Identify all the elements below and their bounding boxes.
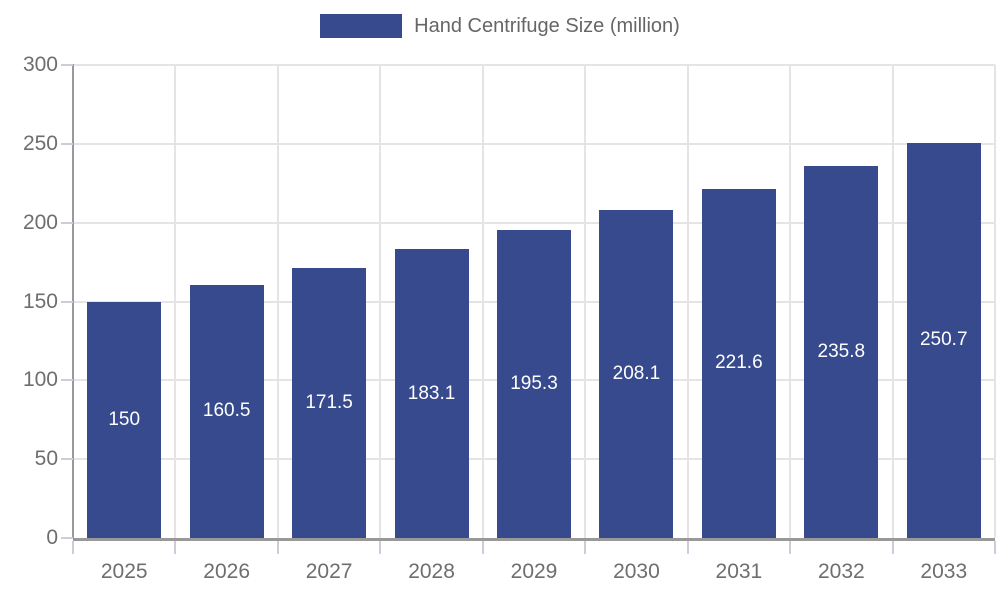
bar-value-label: 208.1 <box>612 362 661 384</box>
vertical-gridline <box>276 65 279 538</box>
legend-label: Hand Centrifuge Size (million) <box>414 14 680 37</box>
bar-value-label: 160.5 <box>202 400 251 422</box>
legend-swatch <box>320 14 403 38</box>
y-axis-tick <box>61 537 73 539</box>
y-axis-tick <box>61 300 73 303</box>
horizontal-gridline <box>73 64 995 66</box>
x-axis-tick-label: 2027 <box>305 560 353 583</box>
y-axis-tick-label: 0 <box>46 526 58 549</box>
vertical-gridline <box>891 65 894 538</box>
bar: 235.8 <box>804 166 879 538</box>
vertical-gridline <box>379 65 382 538</box>
bar: 195.3 <box>497 230 571 538</box>
x-axis-tick <box>481 541 484 554</box>
bar-value-label: 221.6 <box>715 352 763 374</box>
bar: 160.5 <box>189 284 264 538</box>
bar-value-label: 235.8 <box>817 341 866 363</box>
x-axis-tick <box>686 541 689 554</box>
x-axis-tick <box>174 541 177 554</box>
y-axis-tick-label: 100 <box>22 368 58 392</box>
y-axis-tick-label: 50 <box>34 447 58 471</box>
y-axis-tick <box>61 64 73 66</box>
y-axis-tick <box>61 221 73 224</box>
bar: 221.6 <box>701 188 776 538</box>
x-axis-tick <box>994 541 996 554</box>
bar-value-label: 195.3 <box>510 373 558 395</box>
y-axis-tick <box>61 142 73 145</box>
x-axis-tick-label: 2029 <box>510 560 558 583</box>
y-axis-tick-label: 300 <box>22 53 58 76</box>
y-axis-line <box>72 64 74 539</box>
bar-value-label: 150 <box>108 408 141 430</box>
x-axis-tick-label: 2028 <box>408 560 455 583</box>
bar-value-label: 171.5 <box>305 391 353 413</box>
x-axis-tick <box>891 541 894 554</box>
x-axis-tick-label: 2032 <box>817 560 865 583</box>
y-axis-tick-label: 200 <box>22 210 58 234</box>
bar: 183.1 <box>394 249 469 538</box>
x-axis-tick <box>276 541 279 554</box>
x-axis-tick <box>789 541 792 554</box>
x-axis-tick <box>379 541 382 554</box>
x-axis-tick-label: 2031 <box>715 560 763 583</box>
x-axis-tick <box>584 541 587 554</box>
y-axis-tick-label: 150 <box>22 289 58 313</box>
y-axis-tick <box>61 379 73 382</box>
vertical-gridline <box>789 65 792 538</box>
bar-value-label: 183.1 <box>407 382 456 404</box>
x-axis-tick-label: 2033 <box>920 560 968 583</box>
bar: 208.1 <box>599 209 674 538</box>
horizontal-gridline <box>73 221 995 224</box>
vertical-gridline <box>686 65 689 538</box>
vertical-gridline <box>481 65 484 538</box>
x-axis-tick-label: 2030 <box>613 560 660 583</box>
vertical-gridline <box>584 65 587 538</box>
vertical-gridline <box>174 65 177 538</box>
x-axis-tick-label: 2026 <box>203 560 251 583</box>
x-axis-tick-label: 2025 <box>100 560 148 583</box>
bar-value-label: 250.7 <box>919 329 968 351</box>
bar: 171.5 <box>292 267 367 538</box>
legend: Hand Centrifuge Size (million) <box>0 14 1000 38</box>
horizontal-gridline <box>73 142 995 145</box>
y-axis-tick <box>61 458 73 461</box>
legend-item[interactable]: Hand Centrifuge Size (million) <box>320 14 680 38</box>
y-axis-tick-label: 250 <box>22 131 58 155</box>
vertical-gridline <box>994 65 996 538</box>
bar: 250.7 <box>906 142 981 538</box>
x-axis-tick <box>72 541 74 554</box>
bar: 150 <box>87 301 162 538</box>
x-axis-line <box>73 538 995 541</box>
